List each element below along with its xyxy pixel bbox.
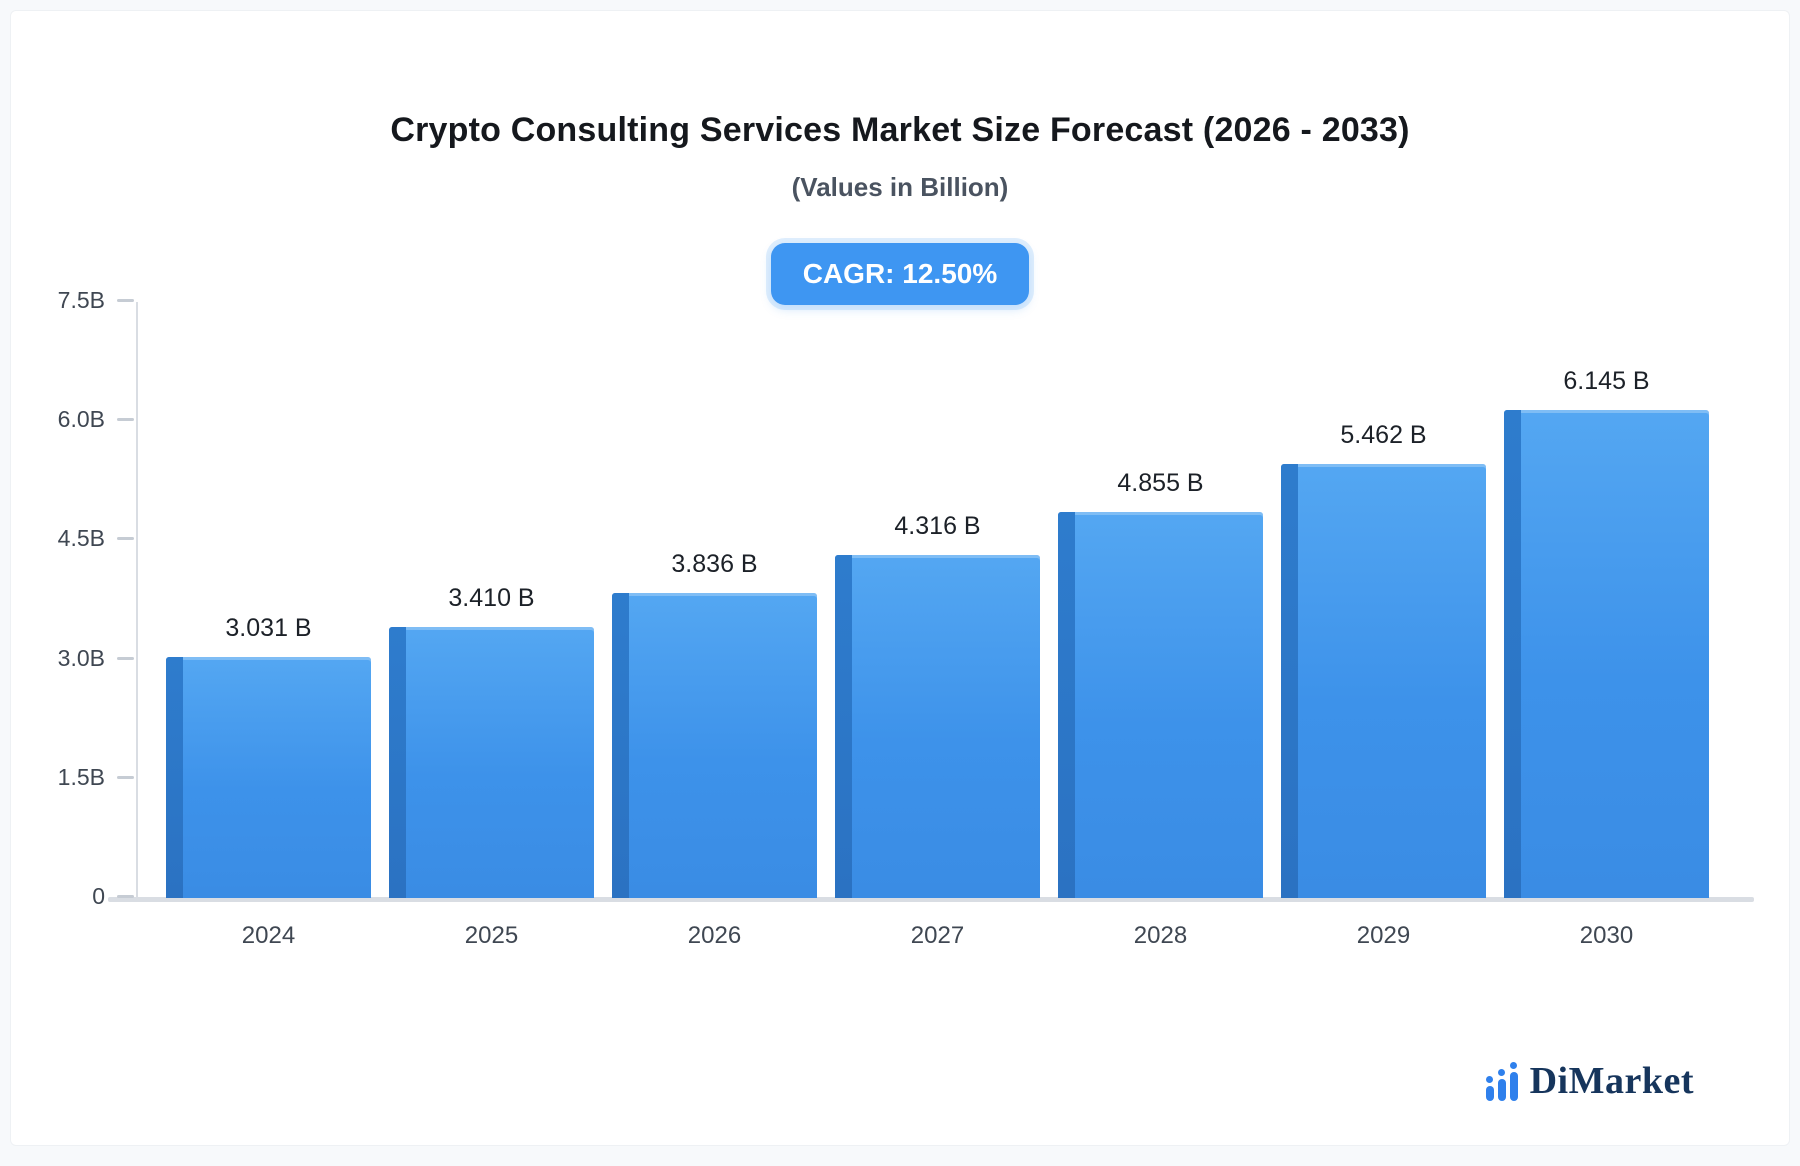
x-axis-line — [108, 897, 1754, 902]
bar-column: 3.410 B 2025 — [389, 584, 594, 949]
bar-value-label: 5.462 B — [1340, 420, 1427, 449]
badge-row: CAGR: 12.50% — [11, 243, 1789, 305]
y-axis-tick: 7.5B — [11, 287, 134, 314]
bar-value-label: 6.145 B — [1563, 366, 1650, 395]
bar-column: 4.855 B 2028 — [1058, 469, 1263, 949]
bar-value-label: 3.410 B — [448, 584, 535, 613]
y-axis-tick: 4.5B — [11, 525, 134, 552]
bar-value-label: 4.855 B — [1117, 469, 1204, 498]
bars: 3.031 B 2024 3.410 B 2025 3.836 B 2026 4.316 B… — [138, 302, 1744, 949]
y-axis-tick: 0 — [11, 883, 134, 910]
chart-canvas: Crypto Consulting Services Market Size F… — [10, 10, 1790, 1146]
bar-chart: 3.031 B 2024 3.410 B 2025 3.836 B 2026 4.316 B… — [58, 287, 1754, 949]
cagr-badge: CAGR: 12.50% — [770, 243, 1030, 305]
x-axis-label: 2028 — [1133, 922, 1188, 949]
bar-column: 5.462 B 2029 — [1281, 420, 1486, 949]
y-axis-tick: 3.0B — [11, 645, 134, 672]
bar — [1504, 409, 1709, 898]
y-axis-tick: 6.0B — [11, 406, 134, 433]
bar — [166, 657, 371, 898]
x-axis-label: 2027 — [910, 922, 965, 949]
x-axis-label: 2029 — [1356, 922, 1411, 949]
brand-name: DiMarket — [1529, 1060, 1694, 1102]
bar-column: 4.316 B 2027 — [835, 512, 1040, 949]
bar-chart-logo-icon — [1485, 1061, 1518, 1101]
bar — [389, 627, 594, 898]
chart-subtitle: (Values in Billion) — [791, 172, 1009, 202]
bar-value-label: 3.031 B — [225, 614, 312, 643]
bar-column: 3.836 B 2026 — [612, 550, 817, 949]
bar — [1058, 512, 1263, 898]
chart-title: Crypto Consulting Services Market Size F… — [390, 111, 1410, 149]
x-axis-label: 2024 — [241, 922, 296, 949]
bar-value-label: 3.836 B — [671, 550, 758, 579]
bar-value-label: 4.316 B — [894, 512, 981, 541]
bar-column: 3.031 B 2024 — [166, 614, 371, 949]
bar-column: 6.145 B 2030 — [1504, 366, 1709, 949]
y-axis-tick: 1.5B — [11, 764, 134, 791]
bar — [612, 593, 817, 898]
plot-area: 3.031 B 2024 3.410 B 2025 3.836 B 2026 4.316 B… — [58, 287, 1754, 949]
x-axis-label: 2026 — [687, 922, 742, 949]
bar — [1281, 463, 1486, 898]
brand-logo: DiMarket — [1485, 1059, 1694, 1103]
x-axis-label: 2025 — [464, 922, 519, 949]
bar — [835, 555, 1040, 898]
x-axis-label: 2030 — [1579, 922, 1634, 949]
